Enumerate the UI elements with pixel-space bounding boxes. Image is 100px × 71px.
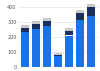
Bar	[43, 26, 51, 67]
Bar	[65, 36, 73, 67]
Bar	[43, 21, 51, 26]
Bar	[76, 13, 84, 20]
Bar	[43, 18, 51, 21]
Bar	[54, 55, 62, 56]
Bar	[21, 28, 29, 32]
Bar	[76, 20, 84, 67]
Bar	[21, 32, 29, 67]
Bar	[32, 21, 40, 24]
Bar	[54, 56, 62, 67]
Bar	[32, 29, 40, 67]
Bar	[54, 53, 62, 55]
Bar	[21, 25, 29, 28]
Bar	[87, 16, 95, 67]
Bar	[65, 31, 73, 36]
Bar	[87, 7, 95, 16]
Bar	[76, 10, 84, 13]
Bar	[32, 24, 40, 29]
Bar	[87, 3, 95, 7]
Bar	[65, 28, 73, 31]
